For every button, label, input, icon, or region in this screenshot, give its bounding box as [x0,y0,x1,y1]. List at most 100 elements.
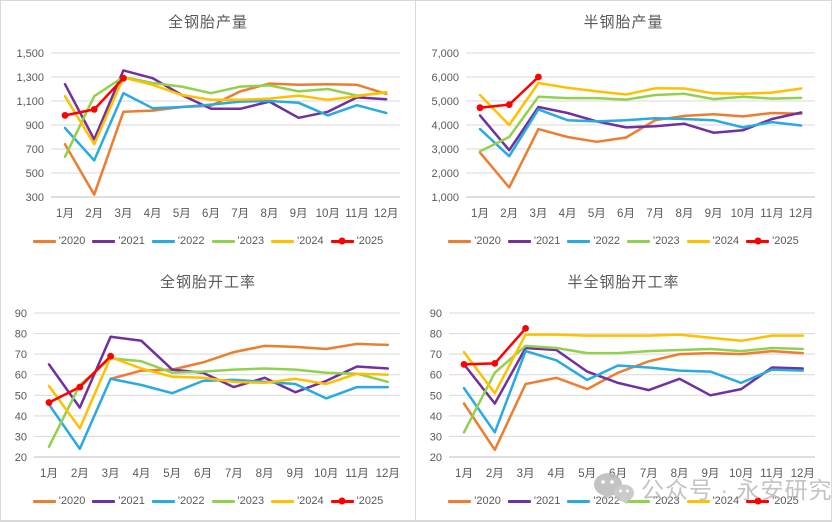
legend-item-2024: '2024 [686,495,740,507]
legend-label: '2023 [237,495,265,507]
legend-swatch [32,239,56,243]
svg-text:1,300: 1,300 [16,72,44,84]
svg-text:2,000: 2,000 [431,168,459,180]
series-line-2023 [462,344,805,434]
x-axis-tick-labels: 1月 2月 3月 4月 5月 6月 7月 8月 9月 10月 11月 12月 [471,208,813,220]
legend-swatch [271,239,295,243]
legend-label: '2024 [712,495,740,507]
legend-marker-dot [754,237,762,245]
series-line-2024 [462,333,805,395]
svg-text:6月: 6月 [609,468,627,480]
svg-text:2月: 2月 [85,208,103,220]
svg-text:4,000: 4,000 [431,120,459,132]
svg-text:6月: 6月 [617,208,635,220]
chart-legend: '2020 '2021 '2022 '2023 '2024 '2025 [1,492,415,510]
y-axis-tick-labels: 20 30 40 50 60 70 80 90 [430,308,442,464]
legend-label: '2022 [177,495,205,507]
legend-label: '2023 [237,235,265,247]
legend-label: '2025 [772,495,799,507]
gridlines [466,52,815,198]
svg-text:4月: 4月 [559,208,577,220]
legend-swatch [627,499,650,503]
legend-item-2021: '2021 [507,495,561,507]
legend-item-2020: '2020 [448,495,501,507]
svg-text:60: 60 [430,370,442,382]
legend-label: '2025 [356,235,384,247]
legend-label: '2021 [533,495,561,507]
legend-item-2023: '2023 [627,495,680,507]
legend-swatch [627,239,650,243]
legend-swatch [32,499,56,503]
legend-label: '2020 [474,235,501,247]
svg-text:90: 90 [15,308,27,320]
svg-text:30: 30 [15,431,27,443]
legend-item-2023: '2023 [211,235,265,247]
legend-item-2021: '2021 [92,495,145,507]
legend-item-2022: '2022 [151,495,205,507]
full-steel-operating-rate-plot: 20 30 40 50 60 70 80 90 1月 2月 3月 4月 5月 6月 7月 8月 9月 10月 11月… [15,308,400,480]
svg-text:80: 80 [430,329,442,341]
svg-text:7,000: 7,000 [431,48,459,60]
svg-text:11月: 11月 [760,208,783,220]
svg-text:11月: 11月 [345,468,368,480]
svg-text:40: 40 [430,411,442,423]
series-line-2021 [462,346,805,405]
svg-text:6月: 6月 [194,468,212,480]
legend-item-2025: '2025 [746,495,799,507]
legend-swatch [448,499,472,503]
chart-panel-full-steel-production: 300 500 700 900 1,100 1,300 1,500 1月 2月 3月 4月 5月 6月 7… [1,1,416,261]
legend-label: '2021 [533,235,561,247]
chart-legend: '2020 '2021 '2022 '2023 '2024 '2025 [1,232,415,250]
svg-text:10月: 10月 [314,468,338,480]
legend-swatch [507,239,531,243]
legend-item-2023: '2023 [211,495,265,507]
y-axis-tick-labels: 1,000 2,000 3,000 4,000 5,000 6,000 7,000 [431,48,459,204]
legend-item-2021: '2021 [92,235,145,247]
svg-text:5月: 5月 [578,468,596,480]
svg-text:7月: 7月 [640,468,658,480]
chart-panel-semi-steel-production: 1,000 2,000 3,000 4,000 5,000 6,000 7,000 1月 2月 3… [416,1,831,261]
x-axis-tick-labels: 1月 2月 3月 4月 5月 6月 7月 8月 9月 10月 11月 12月 [56,208,398,220]
svg-text:9月: 9月 [705,208,723,220]
svg-text:3月: 3月 [102,468,120,480]
legend-label: '2020 [58,235,86,247]
svg-text:10月: 10月 [316,208,340,220]
svg-text:8月: 8月 [675,208,693,220]
legend-item-2022: '2022 [567,235,620,247]
svg-text:3月: 3月 [529,208,547,220]
svg-text:9月: 9月 [290,208,308,220]
y-axis-tick-labels: 20 30 40 50 60 70 80 90 [15,308,27,464]
svg-text:900: 900 [26,120,44,132]
y-axis-tick-labels: 300 500 700 900 1,100 1,300 1,500 [16,48,44,204]
svg-text:8月: 8月 [256,468,274,480]
series-line-2024 [478,81,803,127]
legend-swatch [686,499,710,503]
svg-text:50: 50 [15,390,27,402]
svg-text:1月: 1月 [471,208,489,220]
legend-item-2020: '2020 [448,235,501,247]
svg-text:60: 60 [15,370,27,382]
svg-text:5,000: 5,000 [431,96,459,108]
svg-text:20: 20 [430,452,442,464]
series-line-2025 [476,73,542,112]
legend-item-2024: '2024 [271,235,324,247]
svg-text:1月: 1月 [455,468,473,480]
legend-swatch [746,237,770,245]
svg-text:12月: 12月 [789,208,813,220]
legend-item-2024: '2024 [686,235,739,247]
x-axis-tick-labels: 1月 2月 3月 4月 5月 6月 7月 8月 9月 10月 11月 12月 [40,468,400,480]
chart-title: 全钢胎开工率 [159,274,256,291]
legend-swatch [211,499,235,503]
svg-text:300: 300 [26,192,44,204]
legend-label: '2021 [118,235,145,247]
svg-text:1月: 1月 [56,208,74,220]
legend-item-2025: '2025 [330,235,384,247]
legend-item-2020: '2020 [32,495,86,507]
svg-text:5月: 5月 [588,208,606,220]
svg-text:2月: 2月 [486,468,504,480]
series-line-2022 [63,91,388,162]
series-line-2023 [478,92,803,153]
legend-label: '2020 [58,495,86,507]
chart-panel-semi-steel-operating-rate: 20 30 40 50 60 70 80 90 1月 2月 3月 4月 5月 6月 7月 8月 9月 10月 11月… [416,261,831,521]
